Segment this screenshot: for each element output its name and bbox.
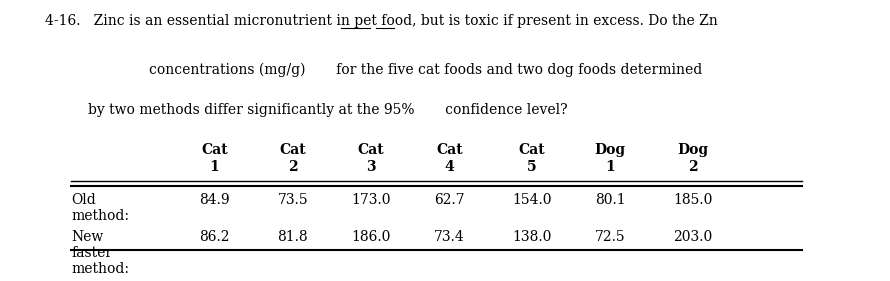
Text: 84.9: 84.9 <box>199 193 230 207</box>
Text: 173.0: 173.0 <box>352 193 391 207</box>
Text: 81.8: 81.8 <box>278 230 308 244</box>
Text: 186.0: 186.0 <box>352 230 391 244</box>
Text: 73.5: 73.5 <box>278 193 308 207</box>
Text: Cat
4: Cat 4 <box>436 143 463 174</box>
Text: 72.5: 72.5 <box>595 230 626 244</box>
Text: Dog
2: Dog 2 <box>677 143 708 174</box>
Text: New
faster
method:: New faster method: <box>71 230 129 276</box>
Text: Old
method:: Old method: <box>71 193 129 223</box>
Text: Cat
5: Cat 5 <box>519 143 546 174</box>
Text: by two methods differ significantly at the 95%       confidence level?: by two methods differ significantly at t… <box>88 103 568 117</box>
Text: 185.0: 185.0 <box>673 193 713 207</box>
Text: 138.0: 138.0 <box>513 230 552 244</box>
Text: 73.4: 73.4 <box>434 230 465 244</box>
Text: 80.1: 80.1 <box>595 193 626 207</box>
Text: 203.0: 203.0 <box>673 230 713 244</box>
Text: concentrations (mg/g)       for the five cat foods and two dog foods determined: concentrations (mg/g) for the five cat f… <box>150 62 702 77</box>
Text: Cat
2: Cat 2 <box>279 143 306 174</box>
Text: Cat
1: Cat 1 <box>201 143 228 174</box>
Text: 86.2: 86.2 <box>199 230 230 244</box>
Text: Dog
1: Dog 1 <box>595 143 626 174</box>
Text: 154.0: 154.0 <box>512 193 552 207</box>
Text: Cat
3: Cat 3 <box>358 143 384 174</box>
Text: 4-16.   Zinc is an essential micronutrient in pet food, but is toxic if present : 4-16. Zinc is an essential micronutrient… <box>44 14 717 28</box>
Text: 62.7: 62.7 <box>434 193 465 207</box>
